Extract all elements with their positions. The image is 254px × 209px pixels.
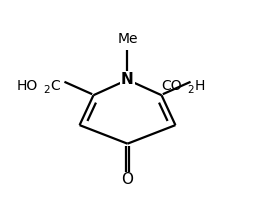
Text: 2: 2 bbox=[43, 85, 50, 95]
Text: H: H bbox=[194, 79, 204, 93]
Text: O: O bbox=[121, 172, 133, 187]
Text: C: C bbox=[50, 79, 60, 93]
Text: N: N bbox=[121, 72, 133, 87]
Text: 2: 2 bbox=[186, 85, 193, 95]
Text: CO: CO bbox=[160, 79, 181, 93]
Text: HO: HO bbox=[17, 79, 38, 93]
Text: Me: Me bbox=[117, 32, 137, 46]
